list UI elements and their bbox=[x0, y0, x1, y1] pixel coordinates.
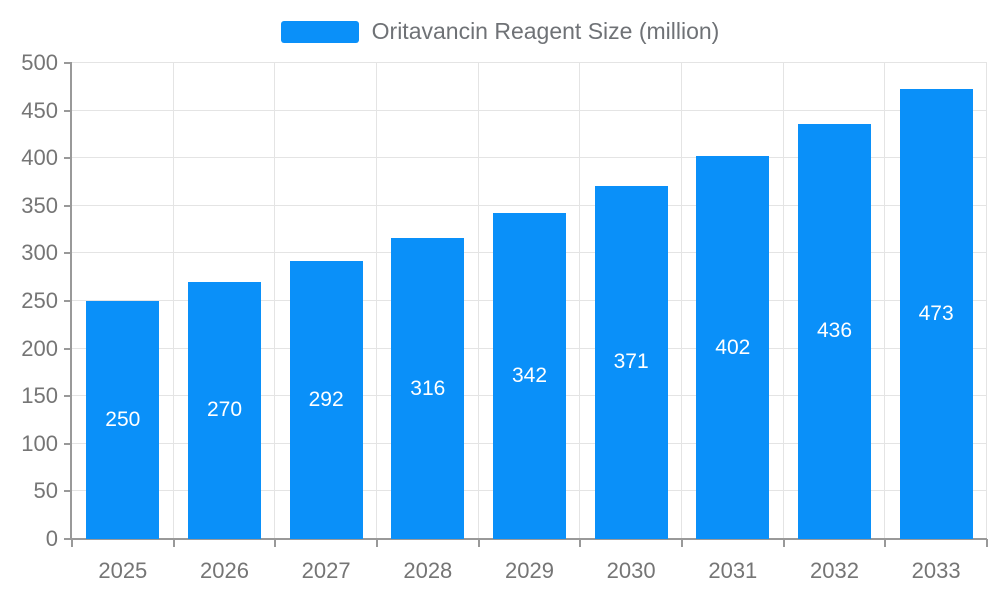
x-gridline bbox=[884, 63, 886, 539]
y-axis-label: 450 bbox=[21, 97, 58, 123]
y-gridline bbox=[72, 62, 987, 63]
y-axis-label: 50 bbox=[33, 478, 58, 504]
bar[interactable] bbox=[493, 213, 566, 539]
x-axis-label: 2031 bbox=[708, 558, 758, 583]
x-gridline bbox=[681, 63, 682, 539]
x-axis-line bbox=[70, 538, 987, 540]
y-axis-label: 250 bbox=[21, 288, 58, 313]
x-axis-label: 2025 bbox=[98, 558, 148, 583]
x-gridline bbox=[579, 63, 581, 539]
x-tick bbox=[172, 539, 175, 547]
y-axis-label: 100 bbox=[21, 430, 58, 456]
x-axis-label: 2027 bbox=[301, 558, 351, 583]
y-tick bbox=[64, 347, 72, 350]
legend-label: Oritavancin Reagent Size (million) bbox=[371, 18, 720, 44]
y-tick bbox=[64, 538, 72, 540]
x-gridline bbox=[376, 63, 377, 539]
y-tick bbox=[64, 157, 72, 160]
bar[interactable] bbox=[696, 156, 770, 539]
y-axis-label: 350 bbox=[21, 192, 58, 218]
x-axis-label: 2028 bbox=[403, 558, 453, 583]
bar-value-label: 473 bbox=[918, 301, 954, 325]
bar-value-label: 436 bbox=[816, 319, 853, 343]
y-tick bbox=[64, 252, 72, 255]
y-axis-line bbox=[70, 63, 72, 539]
x-axis-label: 2033 bbox=[911, 558, 961, 583]
x-tick bbox=[274, 539, 277, 547]
bar[interactable] bbox=[594, 185, 668, 539]
y-tick bbox=[64, 109, 72, 112]
bar-value-label: 316 bbox=[410, 376, 446, 400]
y-tick bbox=[64, 442, 72, 445]
x-axis-label: 2032 bbox=[810, 558, 859, 583]
y-tick bbox=[64, 204, 72, 207]
bar-value-label: 371 bbox=[613, 350, 649, 374]
x-gridline bbox=[274, 63, 276, 539]
y-axis-label: 400 bbox=[21, 145, 58, 171]
x-tick bbox=[71, 539, 73, 547]
y-tick bbox=[64, 395, 72, 398]
y-axis-label: 200 bbox=[21, 335, 58, 361]
bar-value-label: 270 bbox=[206, 398, 243, 422]
x-tick bbox=[376, 539, 378, 547]
y-axis-label: 300 bbox=[21, 240, 58, 266]
bar[interactable] bbox=[289, 261, 363, 539]
bar[interactable] bbox=[188, 281, 261, 539]
x-tick bbox=[681, 539, 683, 547]
x-axis-label: 2029 bbox=[505, 558, 554, 583]
x-tick bbox=[986, 539, 988, 547]
y-tick bbox=[64, 62, 72, 64]
y-axis-label: 500 bbox=[21, 50, 58, 75]
x-axis-label: 2026 bbox=[200, 558, 249, 583]
y-axis-label: 0 bbox=[45, 526, 58, 551]
bar[interactable] bbox=[391, 238, 465, 539]
legend-item[interactable]: Oritavancin Reagent Size (million) bbox=[0, 18, 1000, 45]
x-gridline bbox=[172, 63, 174, 539]
bar-value-label: 342 bbox=[511, 364, 548, 388]
x-tick bbox=[884, 539, 887, 547]
bar-value-label: 402 bbox=[715, 335, 751, 359]
y-tick bbox=[64, 490, 72, 493]
x-tick bbox=[782, 539, 785, 547]
y-tick bbox=[64, 300, 72, 302]
y-axis-label: 150 bbox=[21, 383, 58, 409]
y-gridline bbox=[72, 109, 987, 111]
y-gridline bbox=[72, 157, 987, 159]
x-gridline bbox=[782, 63, 784, 539]
bar[interactable] bbox=[86, 301, 160, 539]
x-gridline bbox=[477, 63, 479, 539]
x-tick bbox=[477, 539, 480, 547]
bar-value-label: 292 bbox=[308, 388, 344, 411]
bar-value-label: 250 bbox=[105, 408, 141, 431]
bar[interactable] bbox=[798, 123, 871, 539]
bar[interactable] bbox=[899, 88, 973, 539]
x-gridline bbox=[986, 63, 987, 539]
legend-swatch-icon bbox=[280, 20, 359, 43]
x-tick bbox=[579, 539, 582, 547]
y-gridline bbox=[72, 204, 987, 206]
x-axis-label: 2030 bbox=[606, 558, 656, 583]
